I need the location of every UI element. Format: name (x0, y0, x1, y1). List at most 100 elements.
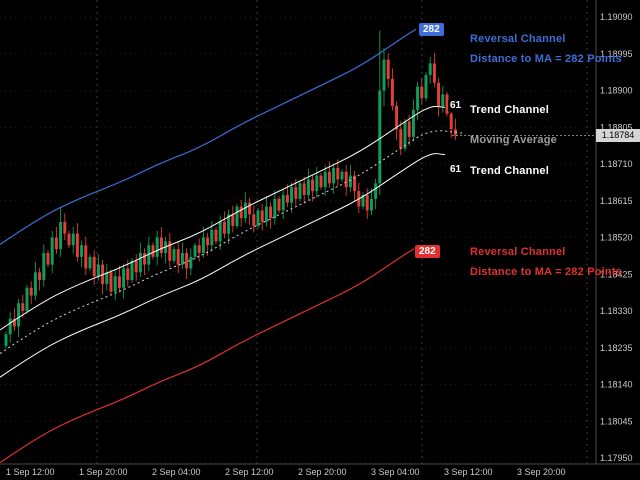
candle (159, 227, 163, 258)
candle (420, 78, 424, 105)
candle (277, 196, 281, 214)
candle (222, 211, 226, 239)
candle (54, 227, 58, 254)
candle (235, 203, 239, 229)
candle (311, 174, 315, 202)
price-label: 1.19090 (600, 12, 633, 22)
candle (80, 240, 84, 268)
price-label: 1.18520 (600, 233, 633, 243)
candle (151, 242, 155, 260)
candle (432, 52, 436, 88)
trend-channel-lower-badge: 61 (448, 163, 464, 176)
candle (323, 165, 327, 196)
candle (50, 230, 54, 274)
candle (172, 246, 176, 264)
candle (340, 169, 344, 183)
candle (105, 263, 109, 291)
time-label: 2 Sep 20:00 (298, 467, 347, 477)
candle (424, 72, 428, 101)
candle (353, 170, 357, 202)
candle (143, 248, 147, 276)
candle (344, 165, 348, 196)
candle (197, 238, 201, 262)
candle (122, 263, 126, 299)
time-label: 2 Sep 12:00 (225, 467, 274, 477)
candle (63, 213, 67, 241)
candle (361, 192, 365, 210)
candle (88, 254, 92, 272)
candle (378, 30, 382, 195)
candle (21, 294, 25, 318)
reversal-channel-upper-label: Reversal Channel (470, 33, 566, 45)
candle (117, 265, 121, 293)
candle (327, 161, 331, 188)
candle (281, 188, 285, 219)
reversal-channel-upper-line (0, 28, 417, 245)
reversal-channel-lower-label: Reversal Channel (470, 246, 566, 258)
reversal-channel-lower-badge: 282 (415, 245, 440, 258)
price-label: 1.18140 (600, 380, 633, 390)
candle (269, 201, 273, 229)
trend-channel-lower-line (0, 153, 446, 378)
price-label: 1.18805 (600, 122, 633, 132)
candle (369, 188, 373, 216)
candle (176, 242, 180, 274)
candle (374, 178, 378, 210)
candle (403, 118, 407, 152)
price-label: 1.18235 (600, 343, 633, 353)
candle (180, 242, 184, 270)
candle (185, 248, 189, 279)
price-label: 1.18710 (600, 159, 633, 169)
candle (138, 242, 142, 277)
candle (4, 331, 8, 349)
candle (8, 312, 12, 343)
candle (260, 203, 264, 231)
candle (193, 242, 197, 260)
candle (75, 223, 79, 262)
candle (411, 99, 415, 142)
candle (382, 47, 386, 106)
candle (214, 227, 218, 245)
price-label: 1.18425 (600, 269, 633, 279)
candle (290, 182, 294, 214)
candle (453, 118, 457, 141)
candle (285, 184, 289, 208)
candle (67, 230, 71, 248)
reversal-channel-lower-distance: Distance to MA = 282 Points (470, 266, 623, 278)
candle (399, 120, 403, 156)
candle (386, 52, 390, 88)
time-label: 2 Sep 04:00 (152, 467, 201, 477)
price-label: 1.18045 (600, 416, 633, 426)
candle (239, 199, 243, 227)
time-label: 3 Sep 12:00 (444, 467, 493, 477)
candle (92, 250, 96, 285)
candle (84, 236, 88, 276)
price-label: 1.18615 (600, 196, 633, 206)
time-label: 3 Sep 04:00 (371, 467, 420, 477)
candle (264, 196, 268, 227)
candle (164, 236, 168, 264)
candle (155, 230, 159, 266)
candle (33, 261, 37, 301)
candle (201, 227, 205, 258)
candle (248, 198, 252, 225)
price-axis[interactable] (596, 0, 640, 464)
candle (441, 85, 445, 113)
candle (390, 68, 394, 111)
time-label: 1 Sep 20:00 (79, 467, 128, 477)
candle (445, 91, 449, 117)
candle (428, 56, 432, 84)
candle (189, 248, 193, 276)
candle (348, 165, 352, 192)
candle (256, 207, 260, 229)
candle (38, 267, 42, 291)
time-axis[interactable]: 1 Sep 12:00 1 Sep 20:00 2 Sep 04:00 2 Sep 1… (0, 464, 596, 480)
candle (319, 172, 323, 190)
candle (395, 101, 399, 140)
candle (109, 269, 113, 295)
trend-channel-upper-label: Trend Channel (470, 104, 549, 116)
candle (29, 281, 33, 305)
candle (12, 308, 16, 332)
